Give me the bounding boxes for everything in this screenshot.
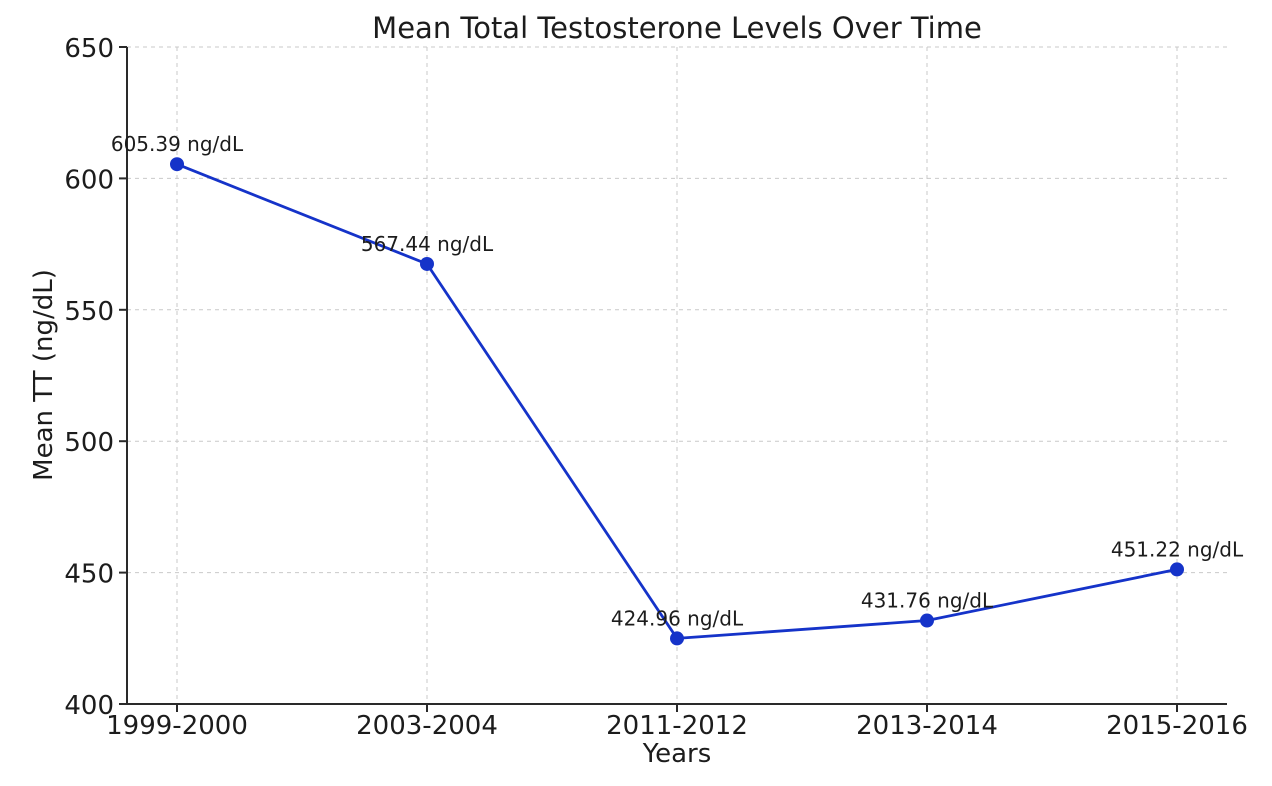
data-point — [670, 631, 684, 646]
x-tick-label: 2011-2012 — [606, 711, 748, 741]
data-point-label: 605.39 ng/dL — [111, 132, 244, 156]
data-point — [420, 256, 434, 271]
y-tick-label: 500 — [64, 428, 114, 458]
data-point — [1170, 562, 1184, 577]
y-tick-label: 400 — [64, 691, 114, 721]
data-point — [170, 157, 184, 172]
data-point-label: 451.22 ng/dL — [1111, 537, 1244, 561]
y-tick-label: 550 — [64, 297, 114, 327]
x-tick-label: 2003-2004 — [356, 711, 498, 741]
x-tick-label: 2013-2014 — [856, 711, 998, 741]
chart-title: Mean Total Testosterone Levels Over Time — [372, 11, 982, 45]
y-tick-label: 650 — [64, 34, 114, 64]
x-tick-label: 2015-2016 — [1106, 711, 1248, 741]
data-point — [920, 613, 934, 628]
y-tick-label: 600 — [64, 165, 114, 195]
x-tick-label: 1999-2000 — [106, 711, 248, 741]
data-point-label: 567.44 ng/dL — [361, 232, 494, 256]
data-point-label: 431.76 ng/dL — [861, 589, 994, 613]
data-point-label: 424.96 ng/dL — [611, 606, 744, 630]
y-tick-label: 450 — [64, 560, 114, 590]
x-axis-label: Years — [642, 739, 712, 769]
